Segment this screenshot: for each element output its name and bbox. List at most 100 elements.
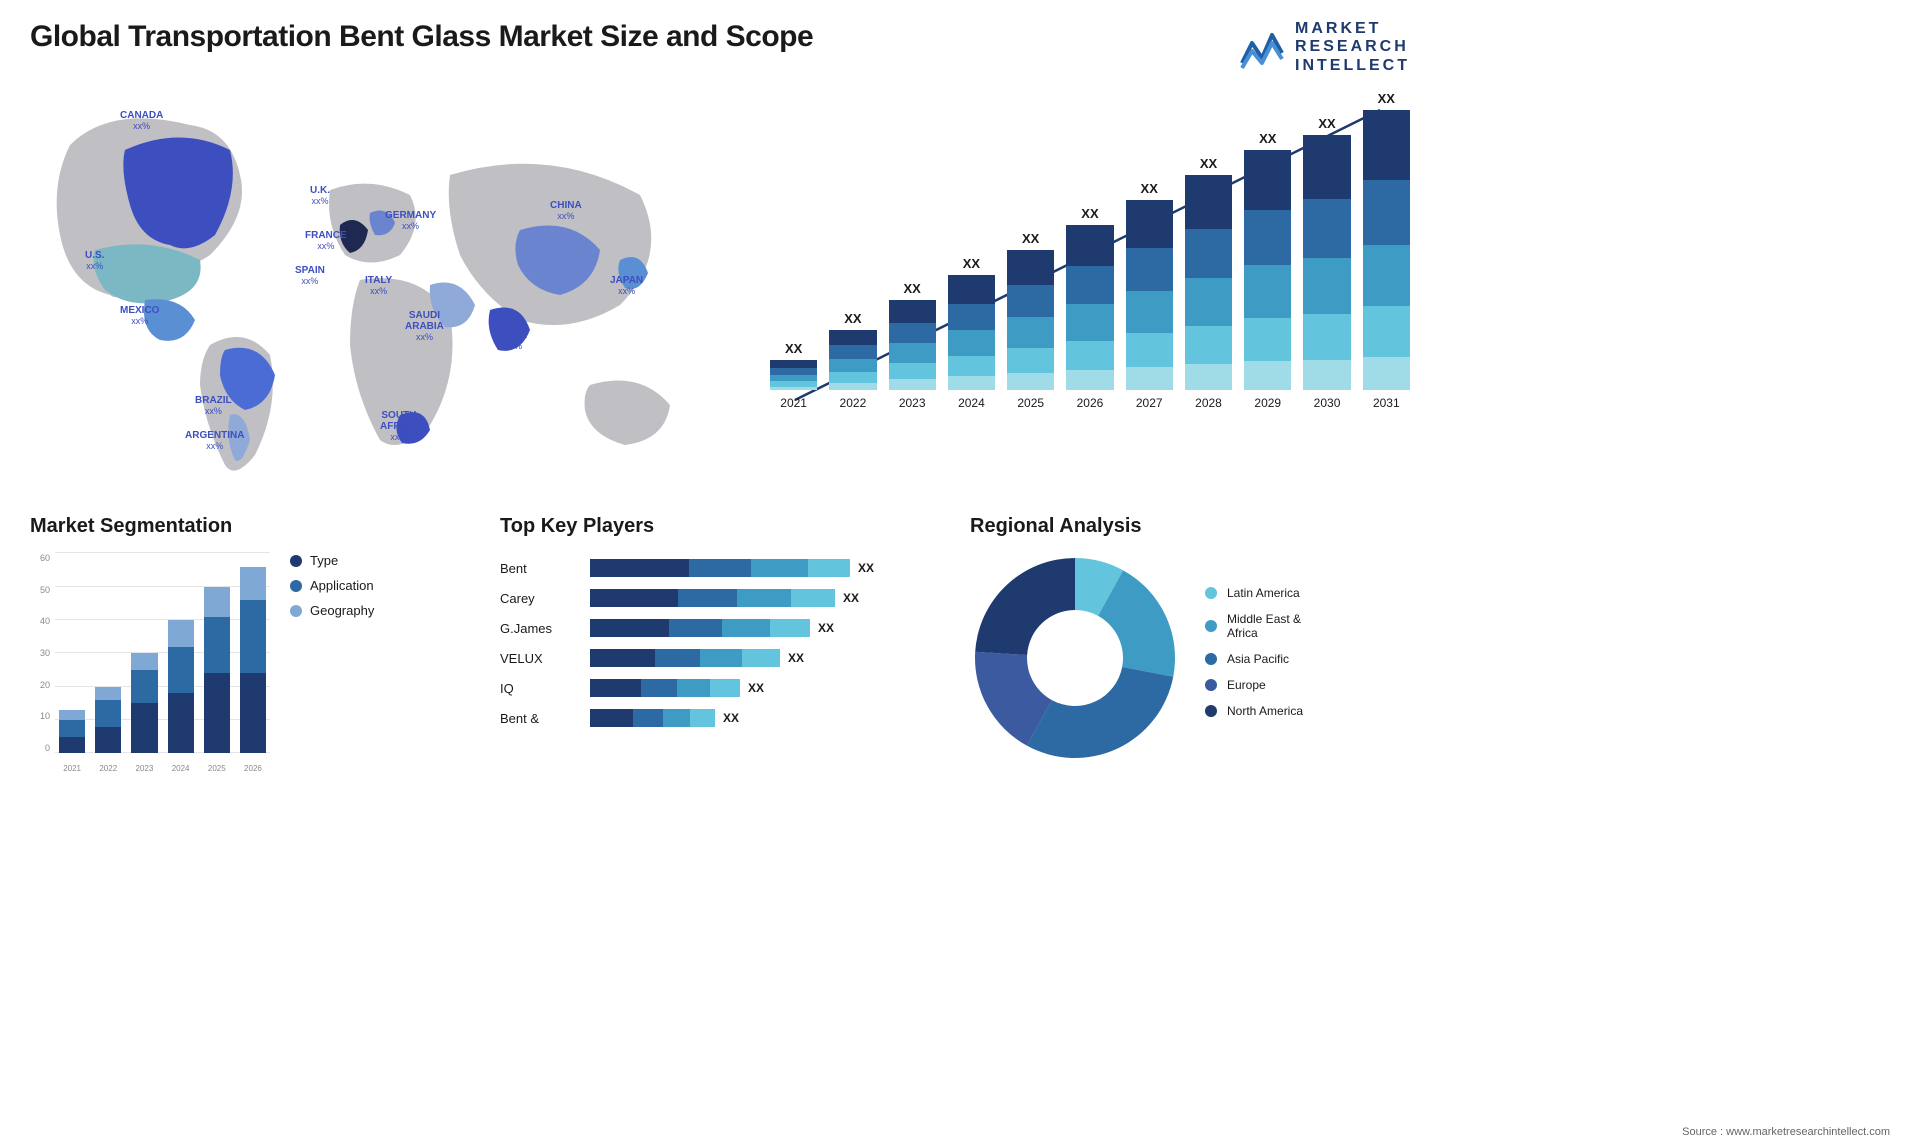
brand-logo: MARKET RESEARCH INTELLECT bbox=[1237, 20, 1410, 75]
player-bar-velux: XX bbox=[590, 643, 940, 673]
player-value: XX bbox=[723, 711, 739, 725]
player-value: XX bbox=[748, 681, 764, 695]
map-label-u-s-: U.S.xx% bbox=[85, 250, 104, 272]
growth-chart-panel: XX 2021 XX 2022 XX 2023 XX 2024 XX 2025 XX 2026 XX 20… bbox=[770, 95, 1410, 495]
player-value: XX bbox=[818, 621, 834, 635]
map-label-brazil: BRAZILxx% bbox=[195, 395, 232, 417]
donut-slice-asia-pacific bbox=[1027, 667, 1173, 758]
growth-bar-year: 2027 bbox=[1136, 396, 1163, 410]
seg-bar-2021 bbox=[59, 710, 85, 753]
players-panel: Top Key Players BentCareyG.JamesVELUXIQB… bbox=[500, 515, 940, 773]
growth-bar-year: 2021 bbox=[780, 396, 807, 410]
map-label-u-k-: U.K.xx% bbox=[310, 185, 330, 207]
growth-bar-value: XX bbox=[1378, 91, 1395, 106]
seg-legend-geography: Geography bbox=[290, 603, 374, 618]
player-label: Bent & bbox=[500, 703, 575, 733]
map-label-japan: JAPANxx% bbox=[610, 275, 643, 297]
growth-bar-value: XX bbox=[785, 341, 802, 356]
player-label: Carey bbox=[500, 583, 575, 613]
player-label: IQ bbox=[500, 673, 575, 703]
seg-bar-2023 bbox=[131, 653, 157, 753]
map-label-india: INDIAxx% bbox=[500, 330, 527, 352]
players-labels: BentCareyG.JamesVELUXIQBent & bbox=[500, 553, 575, 733]
map-label-canada: CANADAxx% bbox=[120, 110, 163, 132]
growth-bar-year: 2025 bbox=[1017, 396, 1044, 410]
player-value: XX bbox=[788, 651, 804, 665]
growth-bar-2027: XX 2027 bbox=[1126, 181, 1173, 410]
logo-line1: MARKET bbox=[1295, 20, 1410, 38]
map-label-argentina: ARGENTINAxx% bbox=[185, 430, 244, 452]
map-label-italy: ITALYxx% bbox=[365, 275, 392, 297]
world-map-panel: CANADAxx% U.S.xx% MEXICOxx% BRAZILxx% ARGENT… bbox=[30, 95, 740, 495]
region-legend-asia-pacific: Asia Pacific bbox=[1205, 652, 1303, 666]
growth-bar-value: XX bbox=[1200, 156, 1217, 171]
map-label-saudi-arabia: SAUDIARABIAxx% bbox=[405, 310, 444, 343]
growth-bar-year: 2028 bbox=[1195, 396, 1222, 410]
growth-bar-2028: XX 2028 bbox=[1185, 156, 1232, 410]
growth-bar-2023: XX 2023 bbox=[889, 281, 936, 410]
players-title: Top Key Players bbox=[500, 515, 940, 538]
seg-bar-2025 bbox=[204, 587, 230, 754]
region-legend-middle-east-africa: Middle East &Africa bbox=[1205, 612, 1303, 640]
seg-legend-type: Type bbox=[290, 553, 374, 568]
growth-bar-2031: XX 2031 bbox=[1363, 91, 1410, 410]
map-label-china: CHINAxx% bbox=[550, 200, 582, 222]
growth-bar-value: XX bbox=[1318, 116, 1335, 131]
logo-line3: INTELLECT bbox=[1295, 57, 1410, 75]
growth-bar-2021: XX 2021 bbox=[770, 341, 817, 410]
player-bar-bent: XX bbox=[590, 553, 940, 583]
player-label: Bent bbox=[500, 553, 575, 583]
seg-bar-2026 bbox=[240, 567, 266, 754]
growth-bar-year: 2031 bbox=[1373, 396, 1400, 410]
growth-bar-year: 2029 bbox=[1254, 396, 1281, 410]
map-label-south-africa: SOUTHAFRICAxx% bbox=[380, 410, 418, 443]
growth-bar-value: XX bbox=[844, 311, 861, 326]
growth-bar-value: XX bbox=[1022, 231, 1039, 246]
growth-bar-year: 2024 bbox=[958, 396, 985, 410]
region-legend-europe: Europe bbox=[1205, 678, 1303, 692]
region-legend-latin-america: Latin America bbox=[1205, 586, 1303, 600]
players-bars: XX XX XX XX XX XX bbox=[590, 553, 940, 733]
growth-bar-value: XX bbox=[1259, 131, 1276, 146]
player-label: G.James bbox=[500, 613, 575, 643]
player-label: VELUX bbox=[500, 643, 575, 673]
map-label-germany: GERMANYxx% bbox=[385, 210, 436, 232]
player-bar-bent-: XX bbox=[590, 703, 940, 733]
region-legend-north-america: North America bbox=[1205, 704, 1303, 718]
segmentation-panel: Market Segmentation 6050403020100 202120… bbox=[30, 515, 470, 773]
regional-legend: Latin America Middle East &Africa Asia Pac… bbox=[1205, 586, 1303, 730]
page-title: Global Transportation Bent Glass Market … bbox=[30, 20, 813, 54]
regional-donut bbox=[970, 553, 1180, 763]
regional-title: Regional Analysis bbox=[970, 515, 1410, 538]
logo-line2: RESEARCH bbox=[1295, 38, 1410, 56]
map-label-spain: SPAINxx% bbox=[295, 265, 325, 287]
growth-bar-year: 2030 bbox=[1314, 396, 1341, 410]
player-bar-carey: XX bbox=[590, 583, 940, 613]
map-label-france: FRANCExx% bbox=[305, 230, 347, 252]
growth-bar-value: XX bbox=[1081, 206, 1098, 221]
player-value: XX bbox=[843, 591, 859, 605]
growth-bar-year: 2022 bbox=[840, 396, 867, 410]
player-bar-g-james: XX bbox=[590, 613, 940, 643]
growth-bar-2030: XX 2030 bbox=[1303, 116, 1350, 410]
growth-stacked-chart: XX 2021 XX 2022 XX 2023 XX 2024 XX 2025 XX 2026 XX 20… bbox=[770, 95, 1410, 435]
segmentation-title: Market Segmentation bbox=[30, 515, 470, 538]
growth-bar-2029: XX 2029 bbox=[1244, 131, 1291, 410]
player-value: XX bbox=[858, 561, 874, 575]
growth-bar-year: 2023 bbox=[899, 396, 926, 410]
source-attribution: Source : www.marketresearchintellect.com bbox=[1682, 1126, 1890, 1138]
growth-bar-value: XX bbox=[963, 256, 980, 271]
seg-bar-2022 bbox=[95, 687, 121, 754]
growth-bar-2025: XX 2025 bbox=[1007, 231, 1054, 410]
segmentation-chart: 6050403020100 202120222023202420252026 bbox=[30, 553, 270, 773]
growth-bar-2026: XX 2026 bbox=[1066, 206, 1113, 410]
map-label-mexico: MEXICOxx% bbox=[120, 305, 159, 327]
growth-bar-year: 2026 bbox=[1077, 396, 1104, 410]
growth-bar-value: XX bbox=[903, 281, 920, 296]
growth-bar-2024: XX 2024 bbox=[948, 256, 995, 410]
growth-bar-value: XX bbox=[1141, 181, 1158, 196]
growth-bar-2022: XX 2022 bbox=[829, 311, 876, 410]
seg-bar-2024 bbox=[168, 620, 194, 753]
player-bar-iq: XX bbox=[590, 673, 940, 703]
seg-legend-application: Application bbox=[290, 578, 374, 593]
